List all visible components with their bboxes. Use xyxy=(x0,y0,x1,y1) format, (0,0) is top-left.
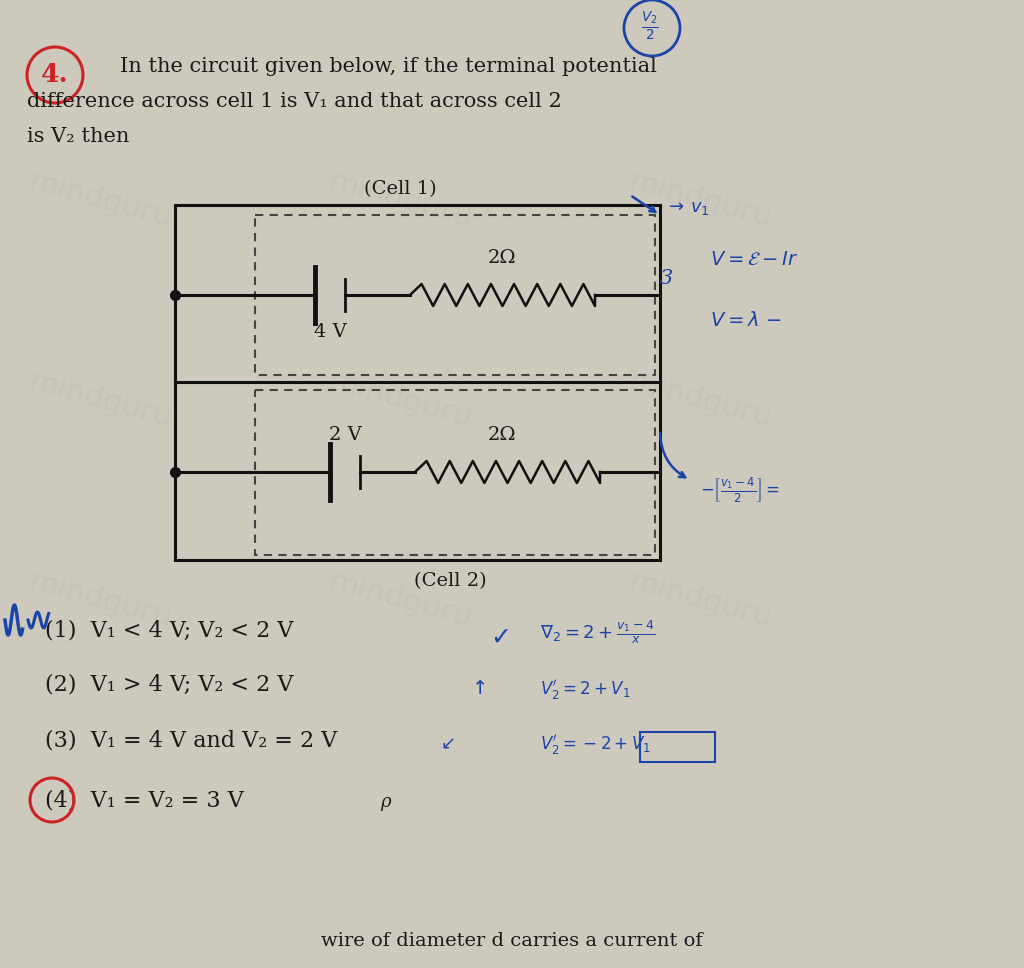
Text: 4 V: 4 V xyxy=(313,323,346,341)
Text: wire of diameter d carries a current of: wire of diameter d carries a current of xyxy=(322,932,702,950)
Text: (Cell 2): (Cell 2) xyxy=(414,572,486,590)
Text: $V = \mathcal{E}-Ir$: $V = \mathcal{E}-Ir$ xyxy=(710,251,799,269)
Text: mindguru: mindguru xyxy=(25,367,175,433)
Text: mindguru: mindguru xyxy=(325,367,475,433)
Text: ρ: ρ xyxy=(380,793,390,811)
Text: $V_2^\prime = 2 + V_1$: $V_2^\prime = 2 + V_1$ xyxy=(540,678,631,702)
Text: mindguru: mindguru xyxy=(325,166,475,233)
Text: $V_2^\prime = -2 + V_1$: $V_2^\prime = -2 + V_1$ xyxy=(540,733,651,757)
Text: $-\left[\frac{v_1-4}{2}\right]=$: $-\left[\frac{v_1-4}{2}\right]=$ xyxy=(700,475,779,504)
Text: 2Ω: 2Ω xyxy=(487,249,516,267)
Text: mindguru: mindguru xyxy=(625,367,775,433)
Text: difference across cell 1 is V₁ and that across cell 2: difference across cell 1 is V₁ and that … xyxy=(27,92,562,111)
Text: mindguru: mindguru xyxy=(325,567,475,633)
Text: 3: 3 xyxy=(660,268,673,287)
Text: ✓: ✓ xyxy=(490,626,511,650)
Text: mindguru: mindguru xyxy=(25,166,175,233)
Text: $\frac{V_2}{2}$: $\frac{V_2}{2}$ xyxy=(641,10,658,43)
Text: mindguru: mindguru xyxy=(625,567,775,633)
Text: (Cell 1): (Cell 1) xyxy=(364,180,436,198)
Text: (4)  V₁ = V₂ = 3 V: (4) V₁ = V₂ = 3 V xyxy=(45,789,244,811)
Text: $V = \lambda\,-$: $V = \lambda\,-$ xyxy=(710,311,782,329)
Text: (3)  V₁ = 4 V and V₂ = 2 V: (3) V₁ = 4 V and V₂ = 2 V xyxy=(45,729,337,751)
Text: 2 V: 2 V xyxy=(329,426,361,444)
Text: In the circuit given below, if the terminal potential: In the circuit given below, if the termi… xyxy=(120,57,656,76)
Text: ↙: ↙ xyxy=(440,736,456,754)
Text: $\rightarrow\,v_1$: $\rightarrow\,v_1$ xyxy=(665,199,710,217)
Text: (1)  V₁ < 4 V; V₂ < 2 V: (1) V₁ < 4 V; V₂ < 2 V xyxy=(45,619,294,641)
Bar xyxy=(640,732,715,762)
Text: $\nabla_2 = 2 + \frac{v_1-4}{x}$: $\nabla_2 = 2 + \frac{v_1-4}{x}$ xyxy=(540,619,655,646)
Text: mindguru: mindguru xyxy=(625,166,775,233)
Text: (2)  V₁ > 4 V; V₂ < 2 V: (2) V₁ > 4 V; V₂ < 2 V xyxy=(45,674,294,696)
Text: 2Ω: 2Ω xyxy=(487,426,516,444)
Text: is V₂ then: is V₂ then xyxy=(27,127,129,146)
Text: ↑: ↑ xyxy=(472,679,488,698)
Text: 4.: 4. xyxy=(41,63,69,87)
Text: mindguru: mindguru xyxy=(25,567,175,633)
